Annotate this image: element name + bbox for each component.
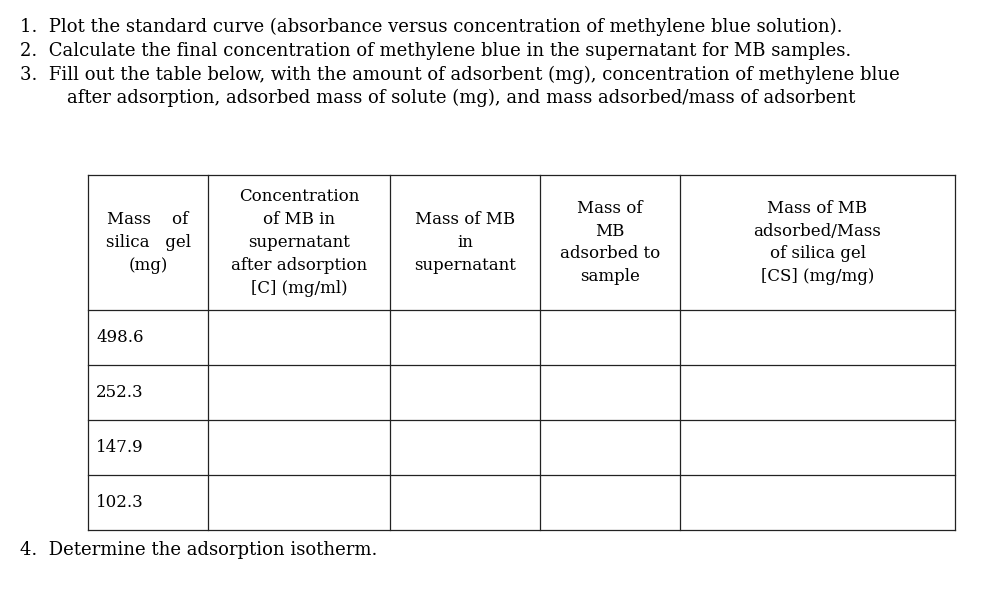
Text: Mass of
MB
adsorbed to
sample: Mass of MB adsorbed to sample xyxy=(560,200,660,285)
Text: Concentration
of MB in
supernatant
after adsorption
[C] (mg/ml): Concentration of MB in supernatant after… xyxy=(231,188,367,297)
Text: 147.9: 147.9 xyxy=(96,439,144,456)
Text: Mass of MB
adsorbed/Mass
of silica gel
[CS] (mg/mg): Mass of MB adsorbed/Mass of silica gel [… xyxy=(753,200,881,285)
Text: 3.  Fill out the table below, with the amount of adsorbent (mg), concentration o: 3. Fill out the table below, with the am… xyxy=(20,66,900,84)
Text: 498.6: 498.6 xyxy=(96,329,144,346)
Text: 4.  Determine the adsorption isotherm.: 4. Determine the adsorption isotherm. xyxy=(20,541,378,559)
Text: 252.3: 252.3 xyxy=(96,384,144,401)
Text: 102.3: 102.3 xyxy=(96,494,144,511)
Text: 2.  Calculate the final concentration of methylene blue in the supernatant for M: 2. Calculate the final concentration of … xyxy=(20,42,851,60)
Text: after adsorption, adsorbed mass of solute (mg), and mass adsorbed/mass of adsorb: after adsorption, adsorbed mass of solut… xyxy=(44,89,855,107)
Text: Mass    of
silica   gel
(mg): Mass of silica gel (mg) xyxy=(105,211,190,274)
Text: 1.  Plot the standard curve (absorbance versus concentration of methylene blue s: 1. Plot the standard curve (absorbance v… xyxy=(20,18,842,36)
Text: Mass of MB
in
supernatant: Mass of MB in supernatant xyxy=(414,211,516,274)
